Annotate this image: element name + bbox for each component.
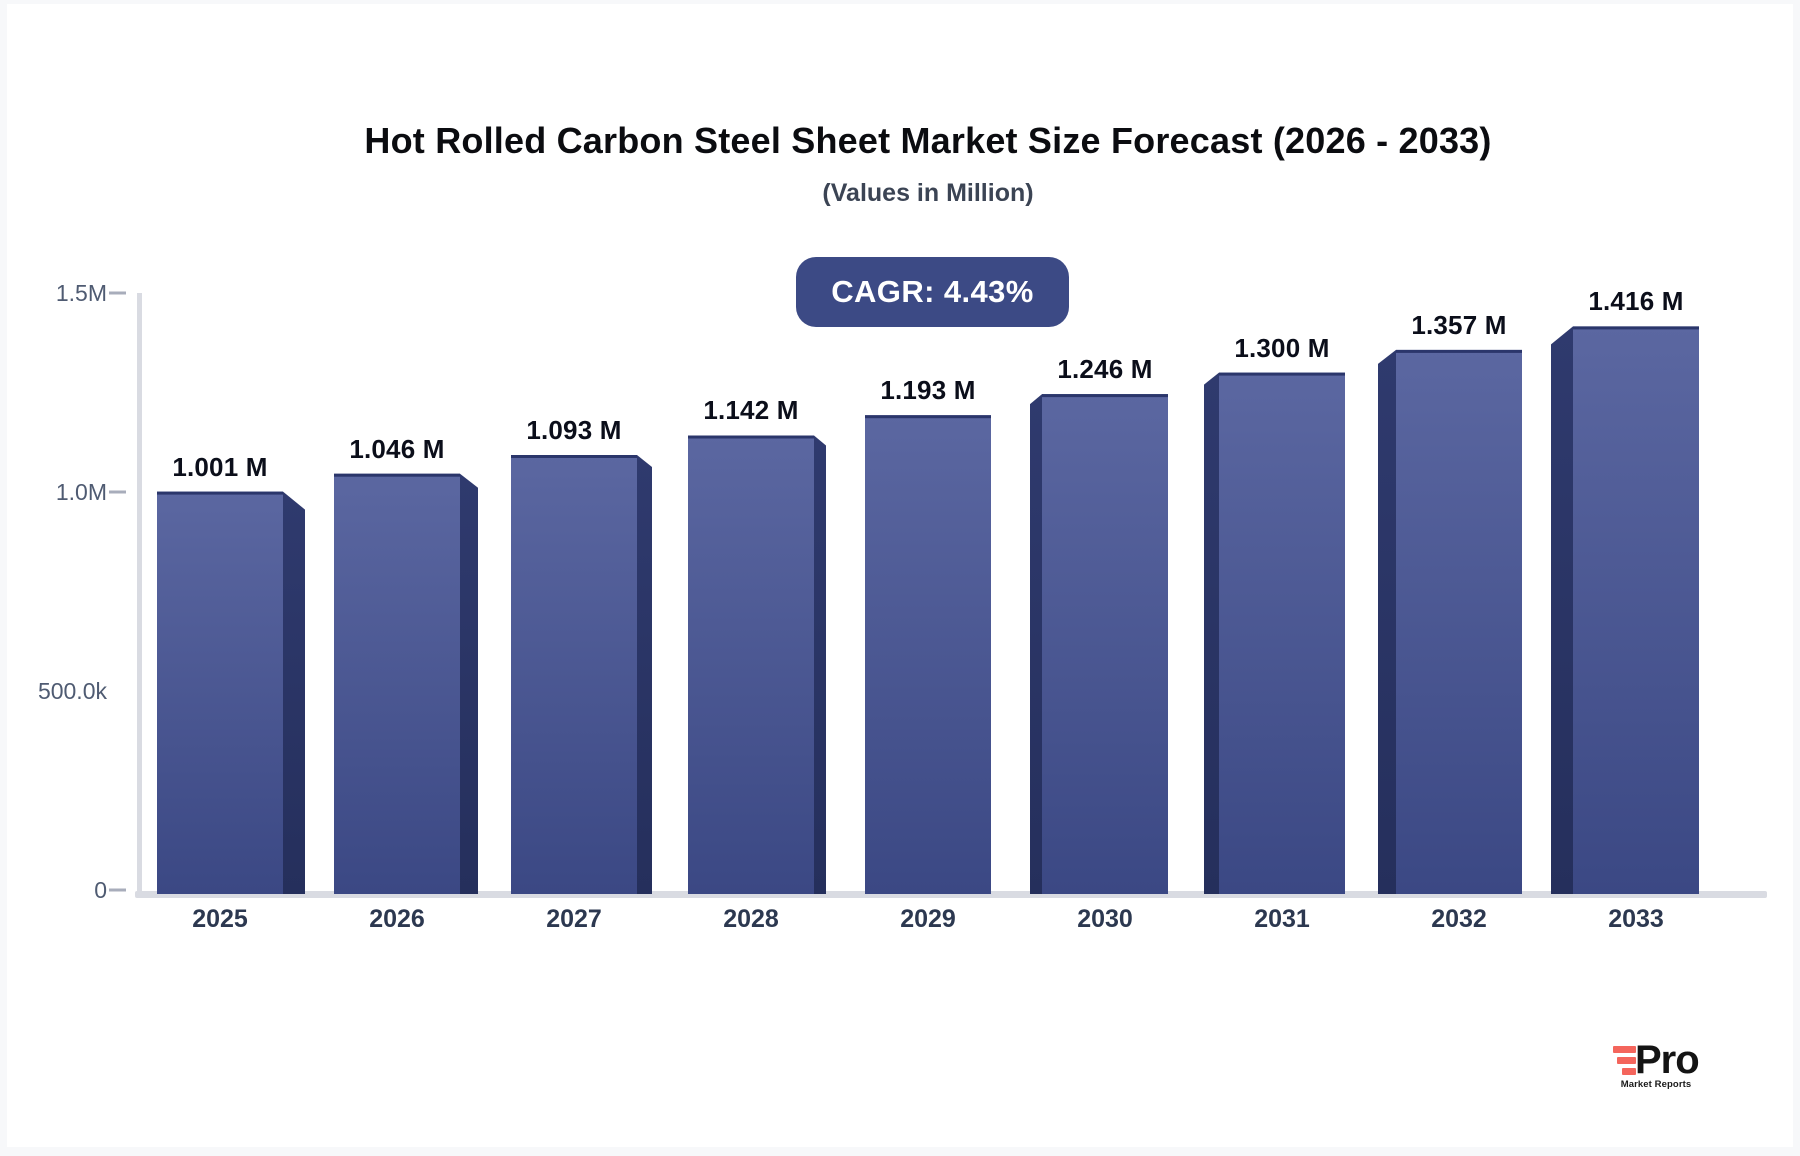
bar-top-edge-2029 — [865, 415, 991, 419]
bar-top-edge-2026 — [334, 473, 460, 477]
bar-2032 — [1396, 349, 1522, 894]
logo-row: Pro — [1613, 1038, 1723, 1082]
cagr-badge-label: CAGR: 4.43% — [831, 274, 1034, 309]
y-tick-dash — [109, 291, 126, 295]
bar-side-2028 — [814, 435, 826, 894]
bar-2031 — [1219, 372, 1345, 895]
bar-chart-canvas — [109, 291, 1767, 898]
bar-2033 — [1573, 326, 1699, 894]
cagr-badge: CAGR: 4.43% — [796, 257, 1069, 327]
bar-side-2025 — [283, 491, 305, 894]
logo-stripe-bottom — [1622, 1067, 1636, 1075]
y-tick-dash — [109, 490, 126, 494]
chart-card: Hot Rolled Carbon Steel Sheet Market Siz… — [7, 4, 1793, 1147]
logo-stripes-icon — [1613, 1045, 1636, 1075]
bar-side-2027 — [637, 455, 652, 894]
bar-top-edge-2028 — [688, 435, 814, 439]
logo-stripe-top — [1613, 1045, 1636, 1053]
y-axis-line — [137, 293, 142, 897]
bar-2030 — [1042, 394, 1168, 894]
y-tick-dash — [109, 888, 126, 892]
bar-2026 — [334, 473, 460, 894]
chart-title: Hot Rolled Carbon Steel Sheet Market Siz… — [364, 120, 1492, 161]
logo-brand-text: Pro — [1635, 1038, 1700, 1082]
bar-2027 — [511, 455, 637, 894]
bar-side-2033 — [1551, 326, 1573, 894]
bar-top-edge-2027 — [511, 455, 637, 458]
bar-2029 — [865, 415, 991, 894]
bar-top-edge-2031 — [1219, 372, 1345, 376]
bar-top-edge-2030 — [1042, 394, 1168, 398]
bar-side-2026 — [460, 473, 478, 894]
bar-2028 — [688, 435, 814, 894]
pro-market-reports-logo: Pro Market Reports — [1613, 1038, 1723, 1090]
bar-top-edge-2033 — [1573, 326, 1699, 330]
chart-subtitle: (Values in Million) — [822, 179, 1034, 207]
logo-tagline-text: Market Reports — [1620, 1079, 1692, 1090]
bar-top-edge-2032 — [1396, 349, 1522, 353]
bar-side-2030 — [1030, 394, 1042, 894]
bar-2025 — [157, 491, 283, 894]
logo-stripe-middle — [1617, 1056, 1636, 1064]
bar-side-2031 — [1204, 372, 1219, 895]
bar-top-edge-2025 — [157, 491, 283, 495]
bar-side-2032 — [1378, 349, 1396, 894]
